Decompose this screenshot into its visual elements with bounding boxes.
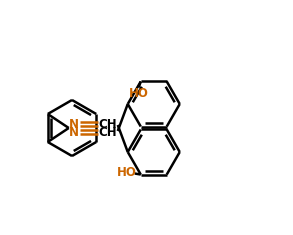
Text: CH: CH	[98, 118, 117, 130]
Text: HO: HO	[129, 87, 149, 100]
Text: CH: CH	[98, 125, 117, 138]
Text: N: N	[69, 125, 79, 138]
Text: HO: HO	[117, 166, 137, 179]
Text: N: N	[69, 118, 79, 130]
